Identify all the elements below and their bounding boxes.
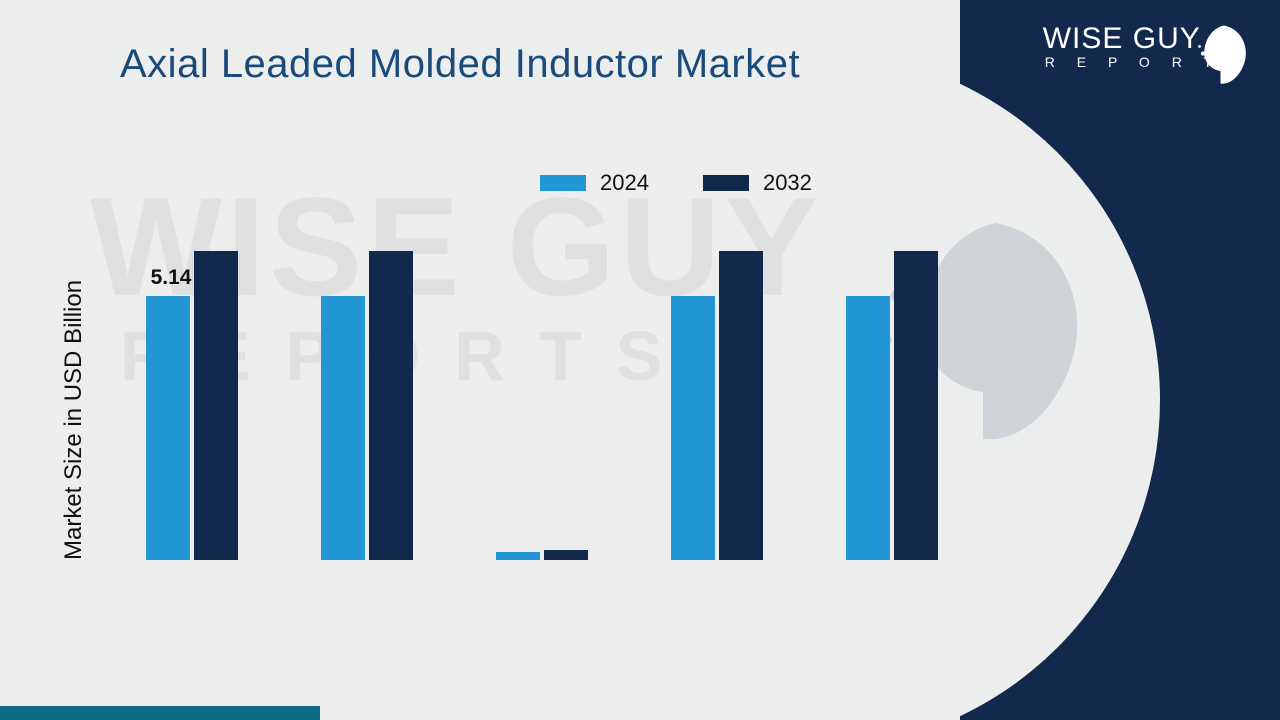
brand-logo: WISE GUY R E P O R T S bbox=[1043, 22, 1252, 70]
y-axis-label: Market Size in USD Billion bbox=[60, 280, 88, 560]
bar bbox=[146, 296, 190, 560]
logo-head-icon bbox=[1182, 22, 1252, 92]
accent-bar bbox=[0, 706, 320, 720]
bar bbox=[321, 296, 365, 560]
legend-item-2032: 2032 bbox=[703, 170, 812, 196]
bar bbox=[369, 251, 413, 560]
legend-swatch-icon bbox=[540, 175, 586, 191]
legend-label: 2032 bbox=[763, 170, 812, 196]
bar bbox=[719, 251, 763, 560]
bar bbox=[544, 550, 588, 560]
plot-area: NORTH AMERICA5.14EUROPESOUTH AMERICAASIA… bbox=[110, 200, 980, 560]
chart-title: Axial Leaded Molded Inductor Market bbox=[120, 42, 800, 87]
bar bbox=[846, 296, 890, 560]
bar bbox=[496, 552, 540, 560]
legend-item-2024: 2024 bbox=[540, 170, 649, 196]
legend-label: 2024 bbox=[600, 170, 649, 196]
legend: 2024 2032 bbox=[540, 170, 812, 196]
bar bbox=[894, 251, 938, 560]
bar-value-label: 5.14 bbox=[136, 266, 206, 290]
legend-swatch-icon bbox=[703, 175, 749, 191]
chart-canvas: WISE GUY R E P O R T S Axial Leaded Mold… bbox=[0, 0, 1280, 720]
bar bbox=[194, 251, 238, 560]
bar bbox=[671, 296, 715, 560]
